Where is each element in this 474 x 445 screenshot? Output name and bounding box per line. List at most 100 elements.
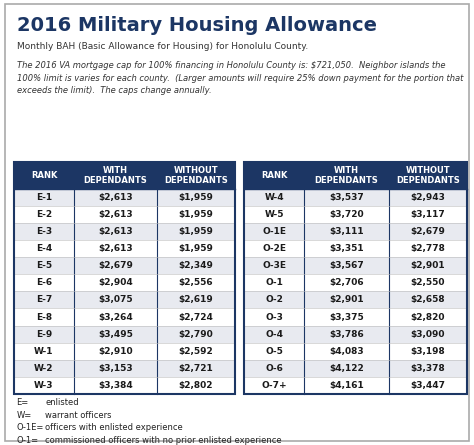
Text: $3,447: $3,447: [410, 381, 446, 390]
Text: O-1E: O-1E: [262, 227, 286, 236]
Text: $3,537: $3,537: [329, 193, 364, 202]
Text: $3,567: $3,567: [329, 261, 364, 270]
Bar: [14, 360, 235, 377]
Text: $3,720: $3,720: [329, 210, 364, 219]
Bar: [14, 189, 235, 206]
Text: $1,959: $1,959: [179, 227, 213, 236]
Bar: [244, 206, 467, 223]
Text: $2,910: $2,910: [98, 347, 133, 356]
Text: $1,959: $1,959: [179, 193, 213, 202]
Text: The 2016 VA mortgage cap for 100% financing in Honolulu County is: $721,050.  Ne: The 2016 VA mortgage cap for 100% financ…: [17, 61, 463, 95]
Text: O-6: O-6: [265, 364, 283, 373]
Text: W=: W=: [17, 411, 32, 420]
Text: E-7: E-7: [36, 295, 52, 304]
Text: O-4: O-4: [265, 330, 283, 339]
Text: E=: E=: [17, 398, 29, 407]
Text: $3,378: $3,378: [410, 364, 445, 373]
Text: Monthly BAH (Basic Allowance for Housing) for Honolulu County.: Monthly BAH (Basic Allowance for Housing…: [17, 42, 308, 51]
Text: officers with enlisted experience: officers with enlisted experience: [45, 423, 183, 432]
Text: O-1=: O-1=: [17, 436, 39, 445]
Text: O-2E: O-2E: [262, 244, 286, 253]
Text: $2,790: $2,790: [179, 330, 213, 339]
Text: commissioned officers with no prior enlisted experience: commissioned officers with no prior enli…: [45, 436, 282, 445]
Text: $4,122: $4,122: [329, 364, 364, 373]
Text: $3,786: $3,786: [329, 330, 364, 339]
Text: enlisted: enlisted: [45, 398, 79, 407]
Text: WITH
DEPENDANTS: WITH DEPENDANTS: [84, 166, 147, 186]
Bar: [14, 343, 235, 360]
Bar: [244, 257, 467, 275]
Text: $2,820: $2,820: [410, 312, 445, 322]
Text: O-5: O-5: [265, 347, 283, 356]
Text: $3,090: $3,090: [410, 330, 445, 339]
Text: $2,901: $2,901: [329, 295, 364, 304]
Text: $1,959: $1,959: [179, 210, 213, 219]
Bar: [244, 377, 467, 394]
Bar: [14, 291, 235, 308]
Text: $2,613: $2,613: [98, 227, 133, 236]
Bar: [244, 162, 467, 394]
Text: O-3E: O-3E: [262, 261, 286, 270]
Text: 2016 Military Housing Allowance: 2016 Military Housing Allowance: [17, 16, 376, 35]
Bar: [14, 162, 235, 394]
Text: W-5: W-5: [264, 210, 284, 219]
Text: E-3: E-3: [36, 227, 52, 236]
Text: O-2: O-2: [265, 295, 283, 304]
Text: O-1E=: O-1E=: [17, 423, 44, 432]
Text: WITH
DEPENDANTS: WITH DEPENDANTS: [315, 166, 378, 186]
Text: E-8: E-8: [36, 312, 52, 322]
Text: $2,592: $2,592: [179, 347, 213, 356]
Bar: [244, 360, 467, 377]
Text: O-1: O-1: [265, 279, 283, 287]
Text: W-1: W-1: [34, 347, 54, 356]
Text: $4,083: $4,083: [329, 347, 364, 356]
Bar: [14, 240, 235, 257]
Text: $3,198: $3,198: [410, 347, 445, 356]
Text: $3,351: $3,351: [329, 244, 364, 253]
Text: $2,721: $2,721: [179, 364, 213, 373]
Text: $2,613: $2,613: [98, 210, 133, 219]
Text: $2,802: $2,802: [179, 381, 213, 390]
Bar: [14, 275, 235, 291]
Text: WITHOUT
DEPENDANTS: WITHOUT DEPENDANTS: [164, 166, 228, 186]
Bar: [14, 223, 235, 240]
Text: $2,778: $2,778: [410, 244, 446, 253]
Text: $3,153: $3,153: [98, 364, 133, 373]
Text: $3,375: $3,375: [329, 312, 364, 322]
Text: $3,384: $3,384: [98, 381, 133, 390]
Bar: [244, 326, 467, 343]
Text: $2,679: $2,679: [98, 261, 133, 270]
Bar: [14, 377, 235, 394]
Text: warrant officers: warrant officers: [45, 411, 111, 420]
Text: $3,117: $3,117: [410, 210, 445, 219]
Bar: [244, 291, 467, 308]
Text: W-4: W-4: [264, 193, 284, 202]
Text: $2,613: $2,613: [98, 193, 133, 202]
Text: $3,111: $3,111: [329, 227, 364, 236]
Text: $2,556: $2,556: [179, 279, 213, 287]
Text: RANK: RANK: [261, 171, 287, 180]
Text: $2,904: $2,904: [98, 279, 133, 287]
Bar: [14, 257, 235, 275]
Text: E-5: E-5: [36, 261, 52, 270]
Text: WITHOUT
DEPENDANTS: WITHOUT DEPENDANTS: [396, 166, 460, 186]
Text: $4,161: $4,161: [329, 381, 364, 390]
Text: RANK: RANK: [31, 171, 57, 180]
Text: $2,658: $2,658: [410, 295, 445, 304]
Text: $2,550: $2,550: [410, 279, 445, 287]
Text: $3,495: $3,495: [98, 330, 133, 339]
Text: $2,724: $2,724: [179, 312, 213, 322]
Text: $2,349: $2,349: [179, 261, 213, 270]
Text: W-3: W-3: [34, 381, 54, 390]
Text: $3,264: $3,264: [98, 312, 133, 322]
Text: $1,959: $1,959: [179, 244, 213, 253]
Bar: [14, 308, 235, 326]
Bar: [14, 206, 235, 223]
Text: $2,619: $2,619: [179, 295, 213, 304]
Text: $2,943: $2,943: [410, 193, 446, 202]
Bar: [244, 343, 467, 360]
Text: $3,075: $3,075: [98, 295, 133, 304]
Text: $2,706: $2,706: [329, 279, 364, 287]
Text: E-2: E-2: [36, 210, 52, 219]
Text: $2,613: $2,613: [98, 244, 133, 253]
